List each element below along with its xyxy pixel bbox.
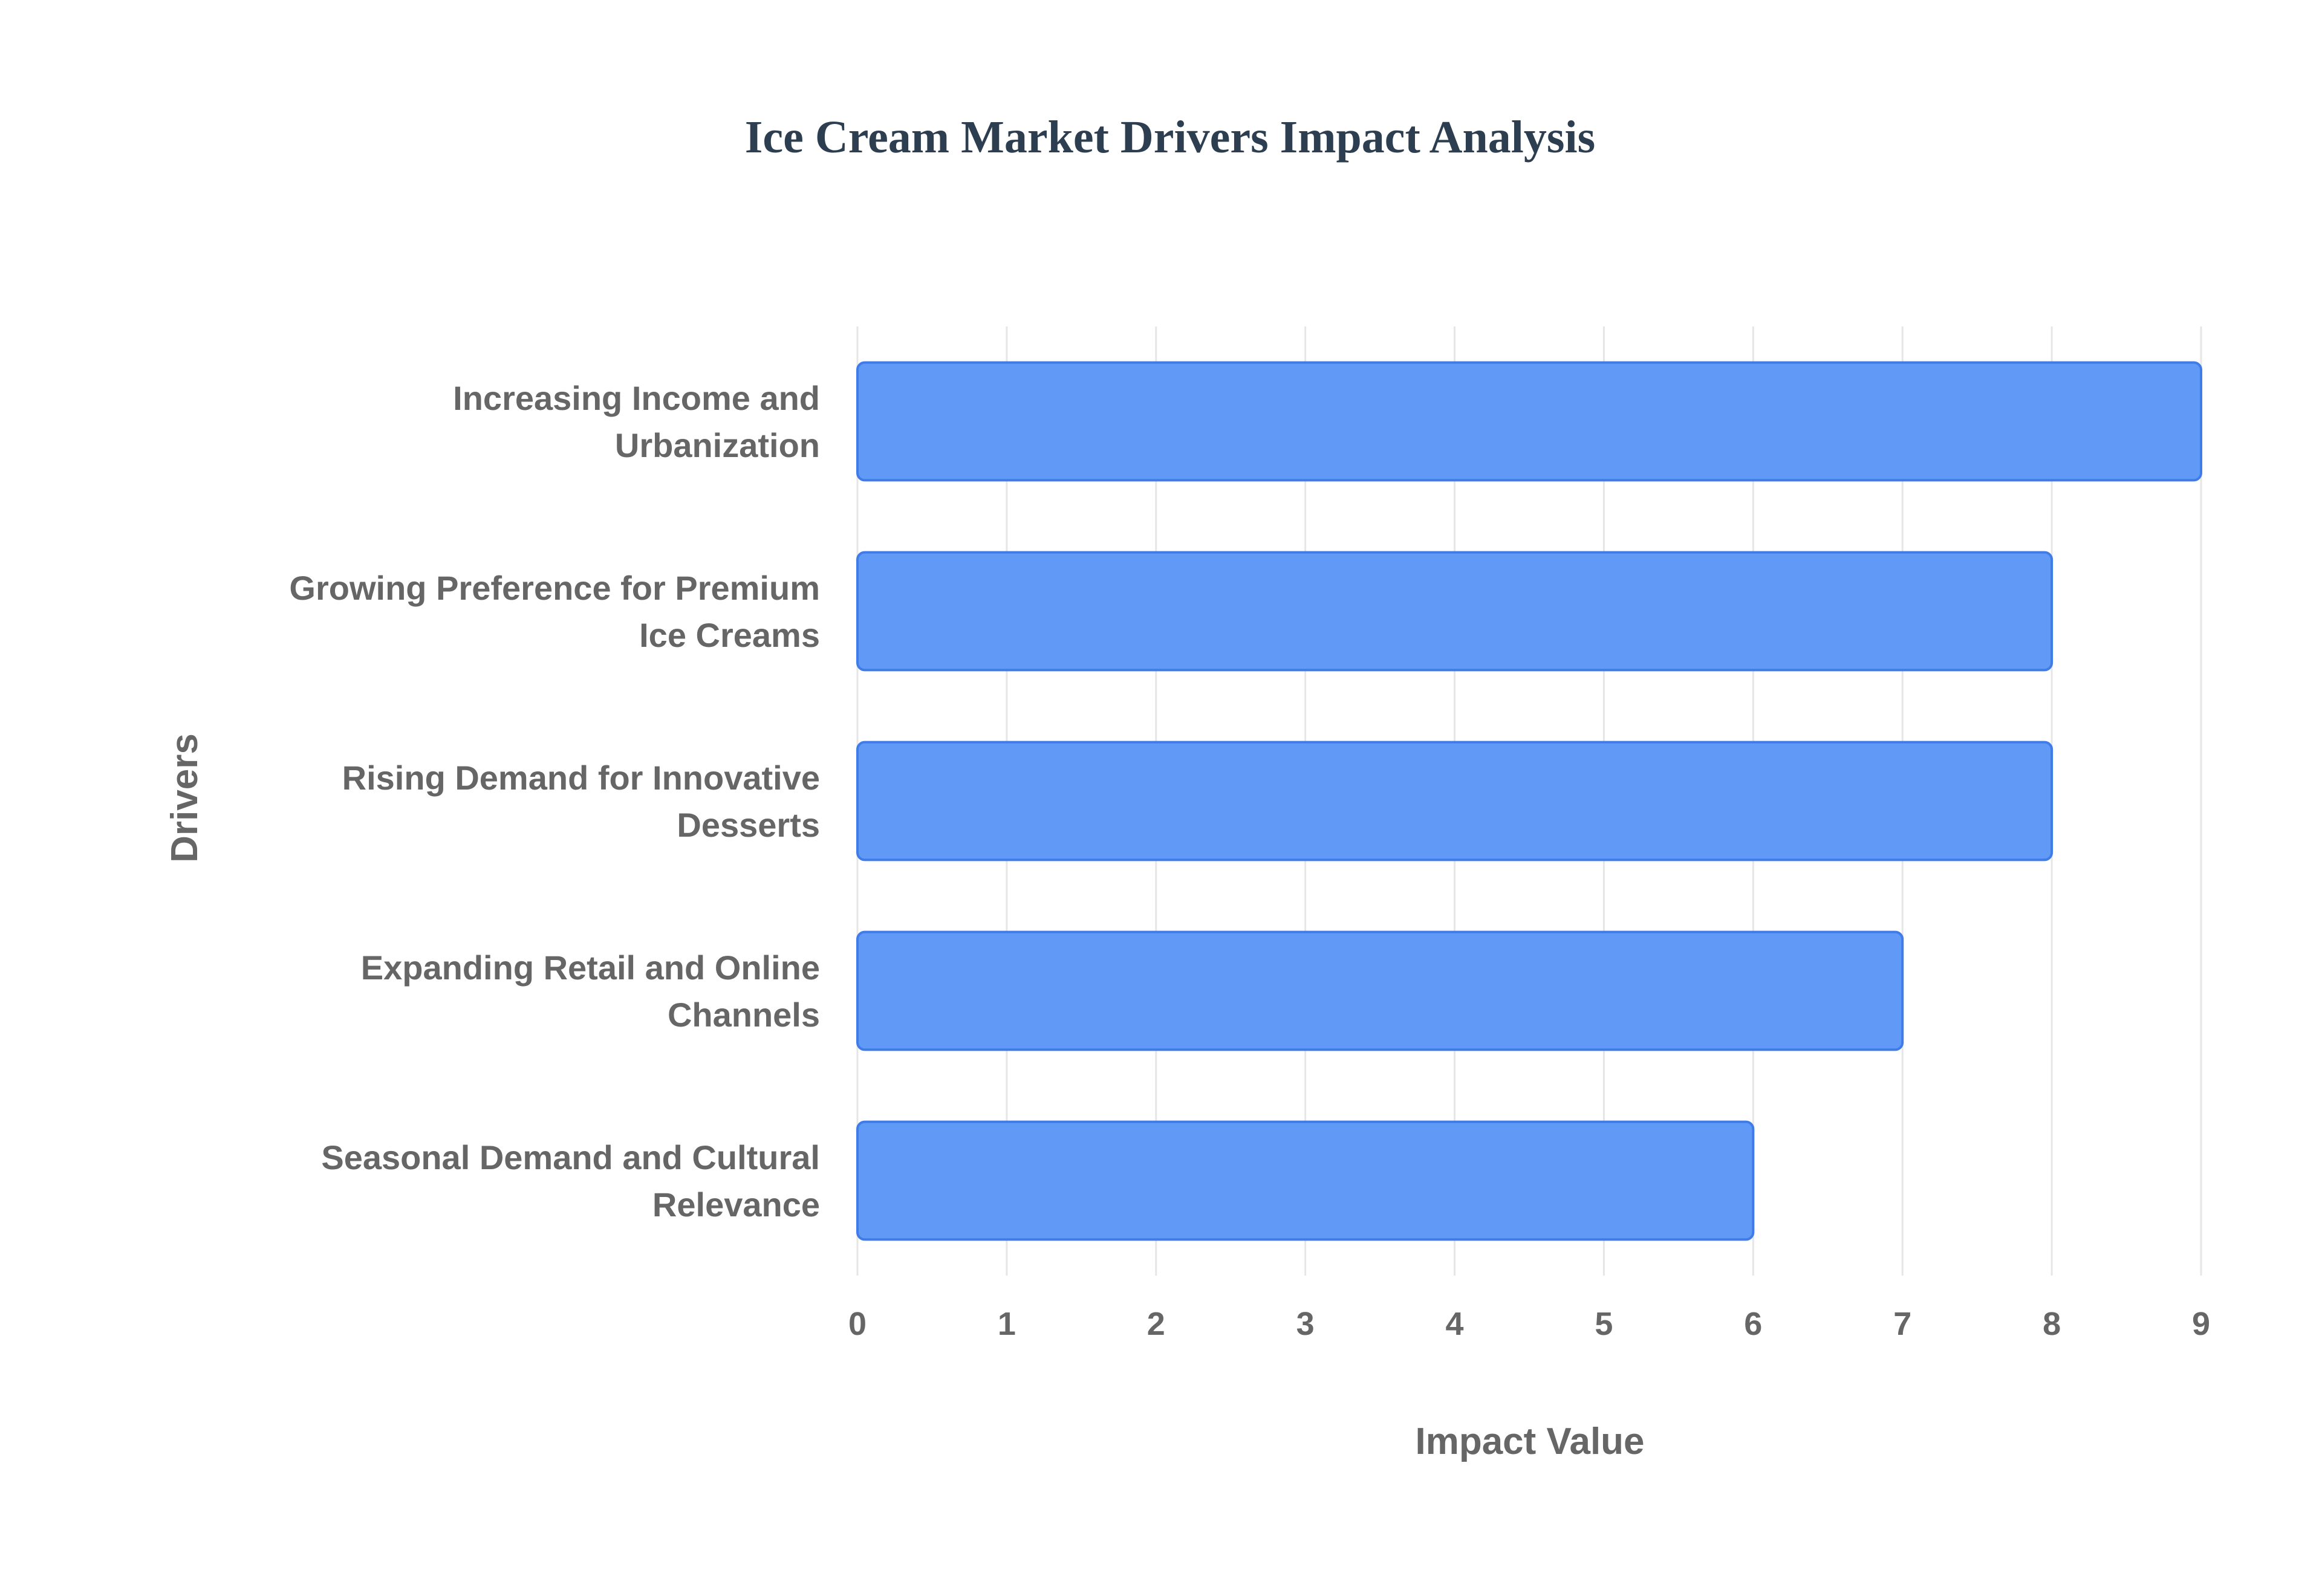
category-label-line: Rising Demand for Innovative	[342, 759, 820, 797]
bar	[856, 930, 1904, 1051]
category-label: Expanding Retail and Online Channels	[361, 949, 820, 1034]
x-tick-label: 1	[998, 1306, 1016, 1342]
category-label-line: Expanding Retail and Online	[361, 949, 820, 987]
category-label: Growing Preference for Premium Ice Creams	[289, 569, 820, 654]
x-tick-label: 9	[2192, 1306, 2210, 1342]
bar	[856, 741, 2054, 861]
y-axis-title: Drivers	[164, 733, 206, 863]
x-tick-label: 8	[2043, 1306, 2061, 1342]
category-label-line: Increasing Income and	[453, 379, 820, 417]
category-label-line: Channels	[668, 996, 820, 1034]
chart-title: Ice Cream Market Drivers Impact Analysis	[745, 112, 1595, 163]
category-label: Rising Demand for Innovative Desserts	[342, 759, 820, 844]
x-tick-label: 5	[1595, 1306, 1613, 1342]
x-tick-labels: 0 1 2 3 4 5 6 7 8 9	[848, 1306, 2210, 1342]
x-axis-title: Impact Value	[1415, 1421, 1644, 1462]
category-label-line: Relevance	[652, 1186, 820, 1224]
x-tick-label: 4	[1446, 1306, 1464, 1342]
category-label-line: Urbanization	[615, 426, 820, 464]
category-label-line: Seasonal Demand and Cultural	[321, 1138, 820, 1176]
x-tick-label: 2	[1147, 1306, 1165, 1342]
x-tick-label: 0	[848, 1306, 867, 1342]
category-labels: Increasing Income and Urbanization Growing…	[289, 379, 820, 1224]
bars	[856, 361, 2202, 1241]
bar	[856, 361, 2202, 482]
bar	[856, 1120, 1755, 1241]
category-label-line: Desserts	[677, 806, 820, 844]
category-label: Seasonal Demand and Cultural Relevance	[321, 1138, 820, 1224]
x-tick-label: 6	[1744, 1306, 1762, 1342]
category-label: Increasing Income and Urbanization	[453, 379, 820, 464]
category-label-line: Ice Creams	[639, 616, 820, 654]
bar	[856, 551, 2054, 672]
x-tick-label: 7	[1893, 1306, 1911, 1342]
x-tick-label: 3	[1296, 1306, 1315, 1342]
category-label-line: Growing Preference for Premium	[289, 569, 820, 607]
